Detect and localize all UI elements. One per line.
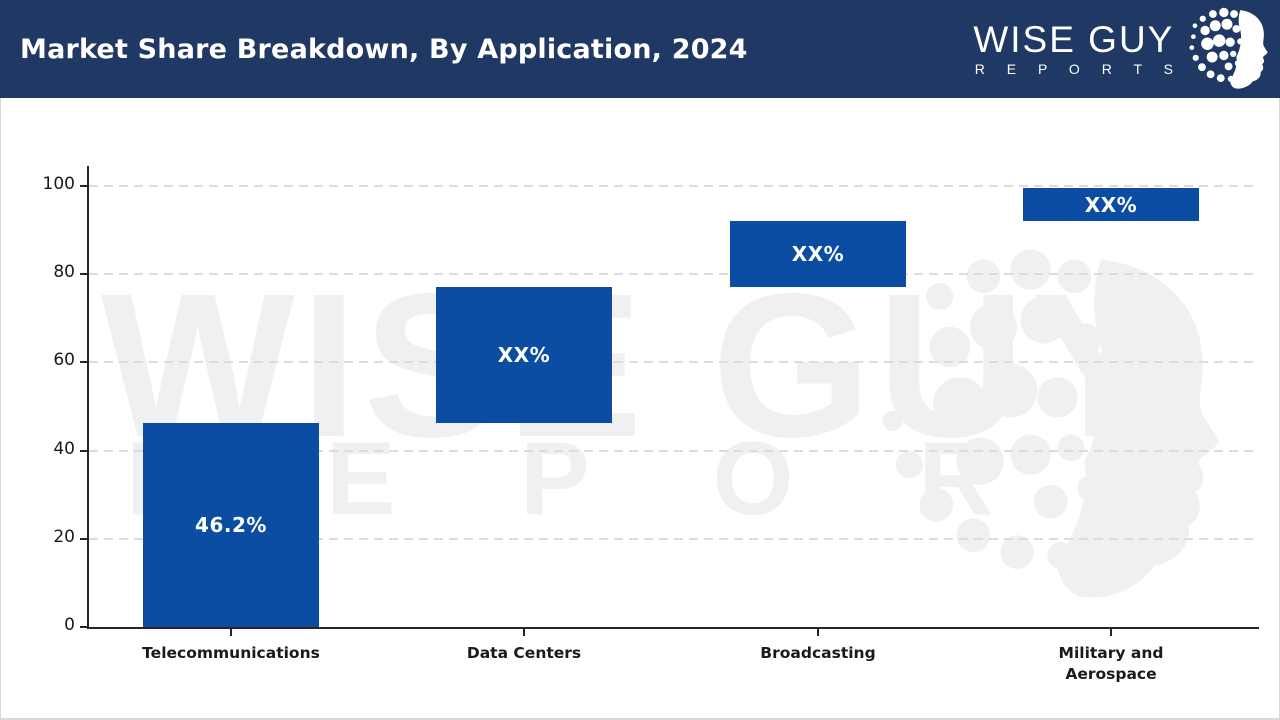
logo-subtitle: R E P O R T S: [974, 60, 1182, 77]
logo-face-icon: [1189, 7, 1268, 89]
x-tick-label-3: Military and Aerospace: [1058, 644, 1164, 683]
watermark-face-icon: [882, 249, 1219, 598]
y-tick-20: [80, 537, 87, 540]
y-tick-60: [80, 361, 87, 364]
bar-value-label-0: 46.2%: [195, 513, 267, 538]
x-axis-line: [87, 627, 1259, 629]
gridline-60: [89, 361, 1259, 364]
x-tick-1: [523, 629, 525, 636]
x-tick-label-0: Telecommunications: [142, 644, 320, 662]
bar-value-label-2: XX%: [791, 242, 845, 267]
gridline-40: [89, 449, 1259, 452]
x-tick-label-2: Broadcasting: [760, 644, 876, 662]
x-tick-2: [817, 629, 819, 636]
header-bar: Market Share Breakdown, By Application, …: [0, 0, 1280, 98]
wise-guy-reports-logo: WISE GUY R E P O R T S: [966, 0, 1270, 98]
y-axis-line: [87, 166, 89, 629]
bar-2: XX%: [730, 221, 906, 288]
bar-3: XX%: [1023, 188, 1199, 222]
y-tick-0: [80, 626, 87, 628]
y-tick-label-100: 100: [42, 174, 75, 194]
y-tick-label-40: 40: [53, 438, 75, 459]
logo-wordmark: WISE GUY: [973, 19, 1175, 61]
chart-area: WISE GUY R E P O R T S 02040608010046.2%…: [0, 98, 1280, 720]
bar-value-label-3: XX%: [1084, 192, 1138, 217]
logo-text: WISE GUY R E P O R T S: [966, 19, 1182, 77]
y-tick-label-80: 80: [53, 262, 75, 283]
gridline-80: [89, 273, 1259, 276]
bar-1: XX%: [436, 287, 612, 424]
y-tick-label-60: 60: [53, 350, 75, 371]
y-tick-100: [80, 185, 87, 187]
y-tick-40: [80, 449, 87, 452]
y-tick-label-0: 0: [64, 615, 75, 635]
gridline-100: [89, 185, 1259, 187]
x-tick-3: [1110, 629, 1112, 636]
gridline-20: [89, 537, 1259, 540]
x-tick-label-1: Data Centers: [466, 644, 582, 662]
x-tick-0: [230, 629, 232, 636]
y-tick-80: [80, 273, 87, 276]
page-title: Market Share Breakdown, By Application, …: [20, 33, 748, 65]
bar-value-label-1: XX%: [497, 343, 551, 368]
bar-0: 46.2%: [143, 423, 319, 627]
y-tick-label-20: 20: [53, 526, 75, 547]
